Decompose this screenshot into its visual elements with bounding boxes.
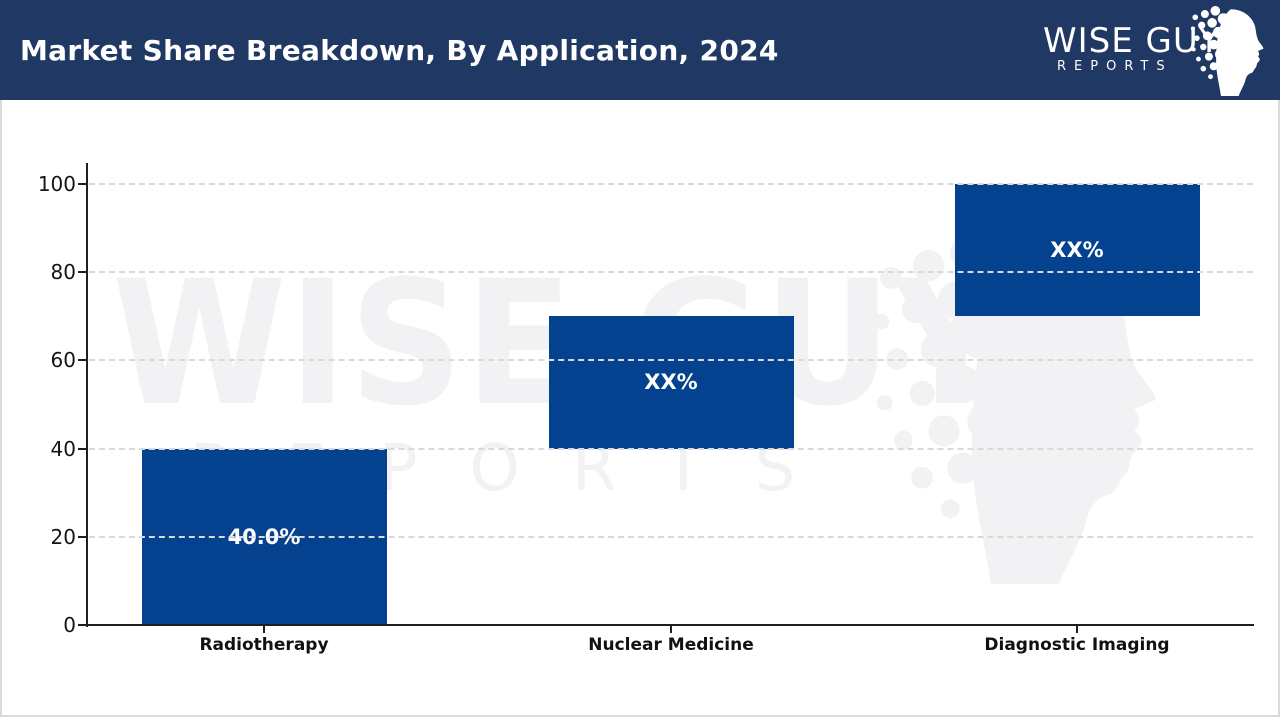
gridline-60: [89, 359, 1253, 362]
y-axis-line: [86, 163, 88, 627]
bar-nuclear-medicine: XX%: [548, 316, 794, 449]
plot-area: 0 20 40 60 80 100 40.0% Radiotherapy XX% Nuclear …: [38, 163, 1254, 655]
x-tick-2: [1076, 626, 1078, 633]
y-tick-100: [78, 183, 86, 185]
wiseguy-logo-reports-text: REPORTS: [1057, 59, 1173, 74]
y-tick-40: [78, 447, 86, 450]
y-tick-20: [78, 535, 86, 538]
y-tick-80: [78, 271, 86, 274]
header-bar: Market Share Breakdown, By Application, …: [0, 0, 1280, 100]
y-tick-label-20: 20: [50, 524, 76, 549]
x-axis-line: [86, 624, 1254, 626]
bar-value-label: XX%: [644, 370, 698, 395]
bar-diagnostic-imaging: XX%: [954, 184, 1200, 317]
x-tick-1: [670, 626, 672, 633]
category-label: Radiotherapy: [199, 635, 329, 655]
wiseguy-face-icon: [1190, 6, 1264, 96]
category-label: Diagnostic Imaging: [984, 635, 1170, 655]
wiseguy-logo-text: WISE GUY: [1043, 21, 1221, 61]
y-tick-60: [78, 359, 86, 362]
gridline-20: [89, 535, 1253, 538]
y-tick-label-80: 80: [50, 260, 76, 285]
gridline-40: [89, 447, 1253, 450]
y-tick-label-60: 60: [50, 348, 76, 373]
gridline-100: [89, 183, 1253, 185]
y-tick-label-100: 100: [37, 172, 76, 196]
bar-value-label: XX%: [1050, 238, 1104, 263]
category-label: Nuclear Medicine: [588, 635, 754, 655]
chart-title: Market Share Breakdown, By Application, …: [20, 33, 779, 67]
y-tick-label-0: 0: [63, 613, 76, 637]
gridline-80: [89, 271, 1253, 274]
x-tick-0: [263, 626, 265, 633]
y-tick-0: [78, 624, 86, 626]
y-tick-label-40: 40: [50, 436, 76, 461]
